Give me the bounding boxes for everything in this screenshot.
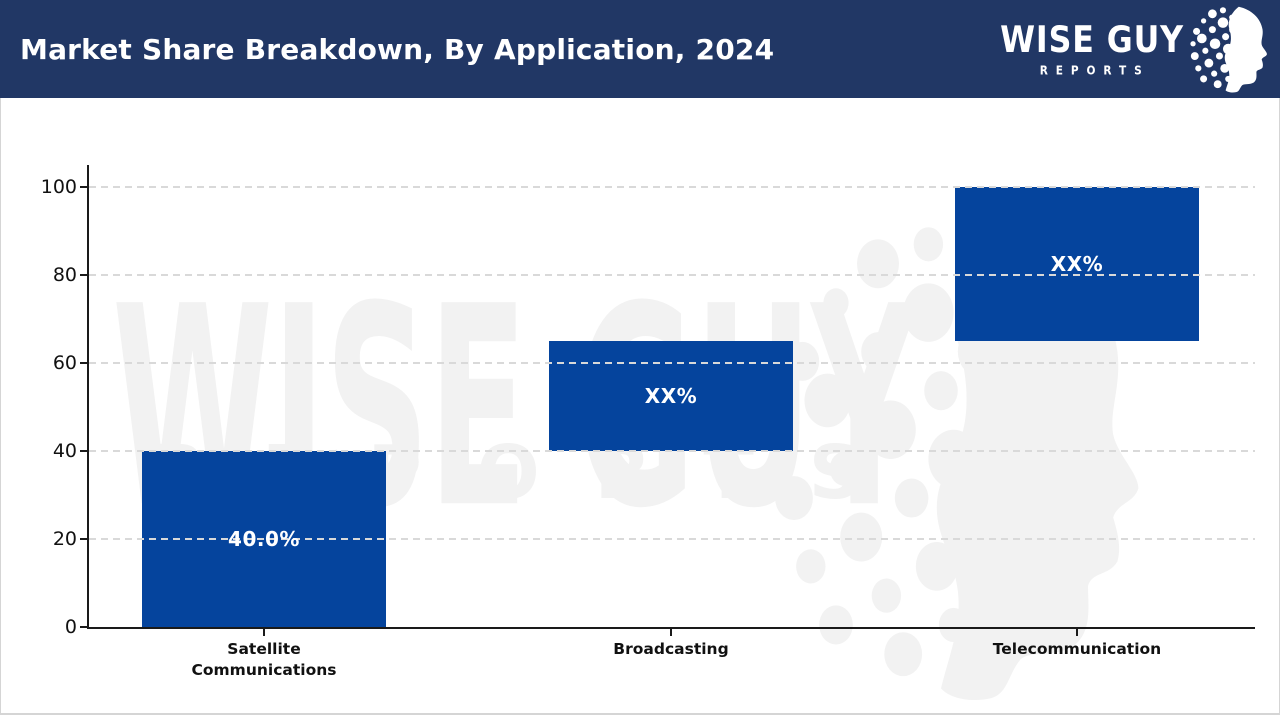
gridline <box>89 362 1255 364</box>
x-tick-label: Telecommunication <box>992 640 1162 658</box>
brand-wordmark: WISE GUY <box>1000 18 1184 61</box>
x-tick-label: Broadcasting <box>613 640 729 658</box>
bar-segment <box>549 341 793 451</box>
gridline <box>89 274 1255 276</box>
page-title: Market Share Breakdown, By Application, … <box>20 32 775 66</box>
x-tick-mark <box>263 629 265 636</box>
y-tick-mark <box>80 362 87 364</box>
brand-logo-text: WISE GUY REPORTS <box>1000 18 1184 78</box>
dotted-head-profile-icon <box>1190 6 1267 93</box>
gridline <box>89 450 1255 452</box>
brand-reports-text: REPORTS <box>1039 62 1150 78</box>
y-tick-mark <box>80 186 87 188</box>
bar-value-label: XX% <box>644 384 698 408</box>
y-axis-line <box>87 165 89 629</box>
y-tick-mark <box>80 450 87 452</box>
y-tick-label: 100 <box>40 176 77 198</box>
y-tick-mark <box>80 538 87 540</box>
y-tick-label: 60 <box>52 352 77 374</box>
x-tick-mark <box>1076 629 1078 636</box>
y-tick-mark <box>80 274 87 276</box>
gridline <box>89 186 1255 188</box>
gridline <box>89 538 1255 540</box>
y-tick-label: 0 <box>64 616 77 638</box>
x-tick-mark <box>670 629 672 636</box>
brand-logo: WISE GUY REPORTS <box>975 2 1274 96</box>
y-tick-label: 80 <box>52 264 77 286</box>
bar-segment <box>955 187 1199 341</box>
x-axis-line <box>87 627 1255 629</box>
header: Market Share Breakdown, By Application, … <box>0 0 1280 98</box>
bar-value-label: XX% <box>1050 252 1104 276</box>
y-tick-mark <box>80 626 87 628</box>
bar-value-label: 40.0% <box>228 527 300 551</box>
y-tick-label: 20 <box>52 528 77 550</box>
y-tick-label: 40 <box>52 440 77 462</box>
x-tick-label: Satellite Communications <box>191 640 337 679</box>
